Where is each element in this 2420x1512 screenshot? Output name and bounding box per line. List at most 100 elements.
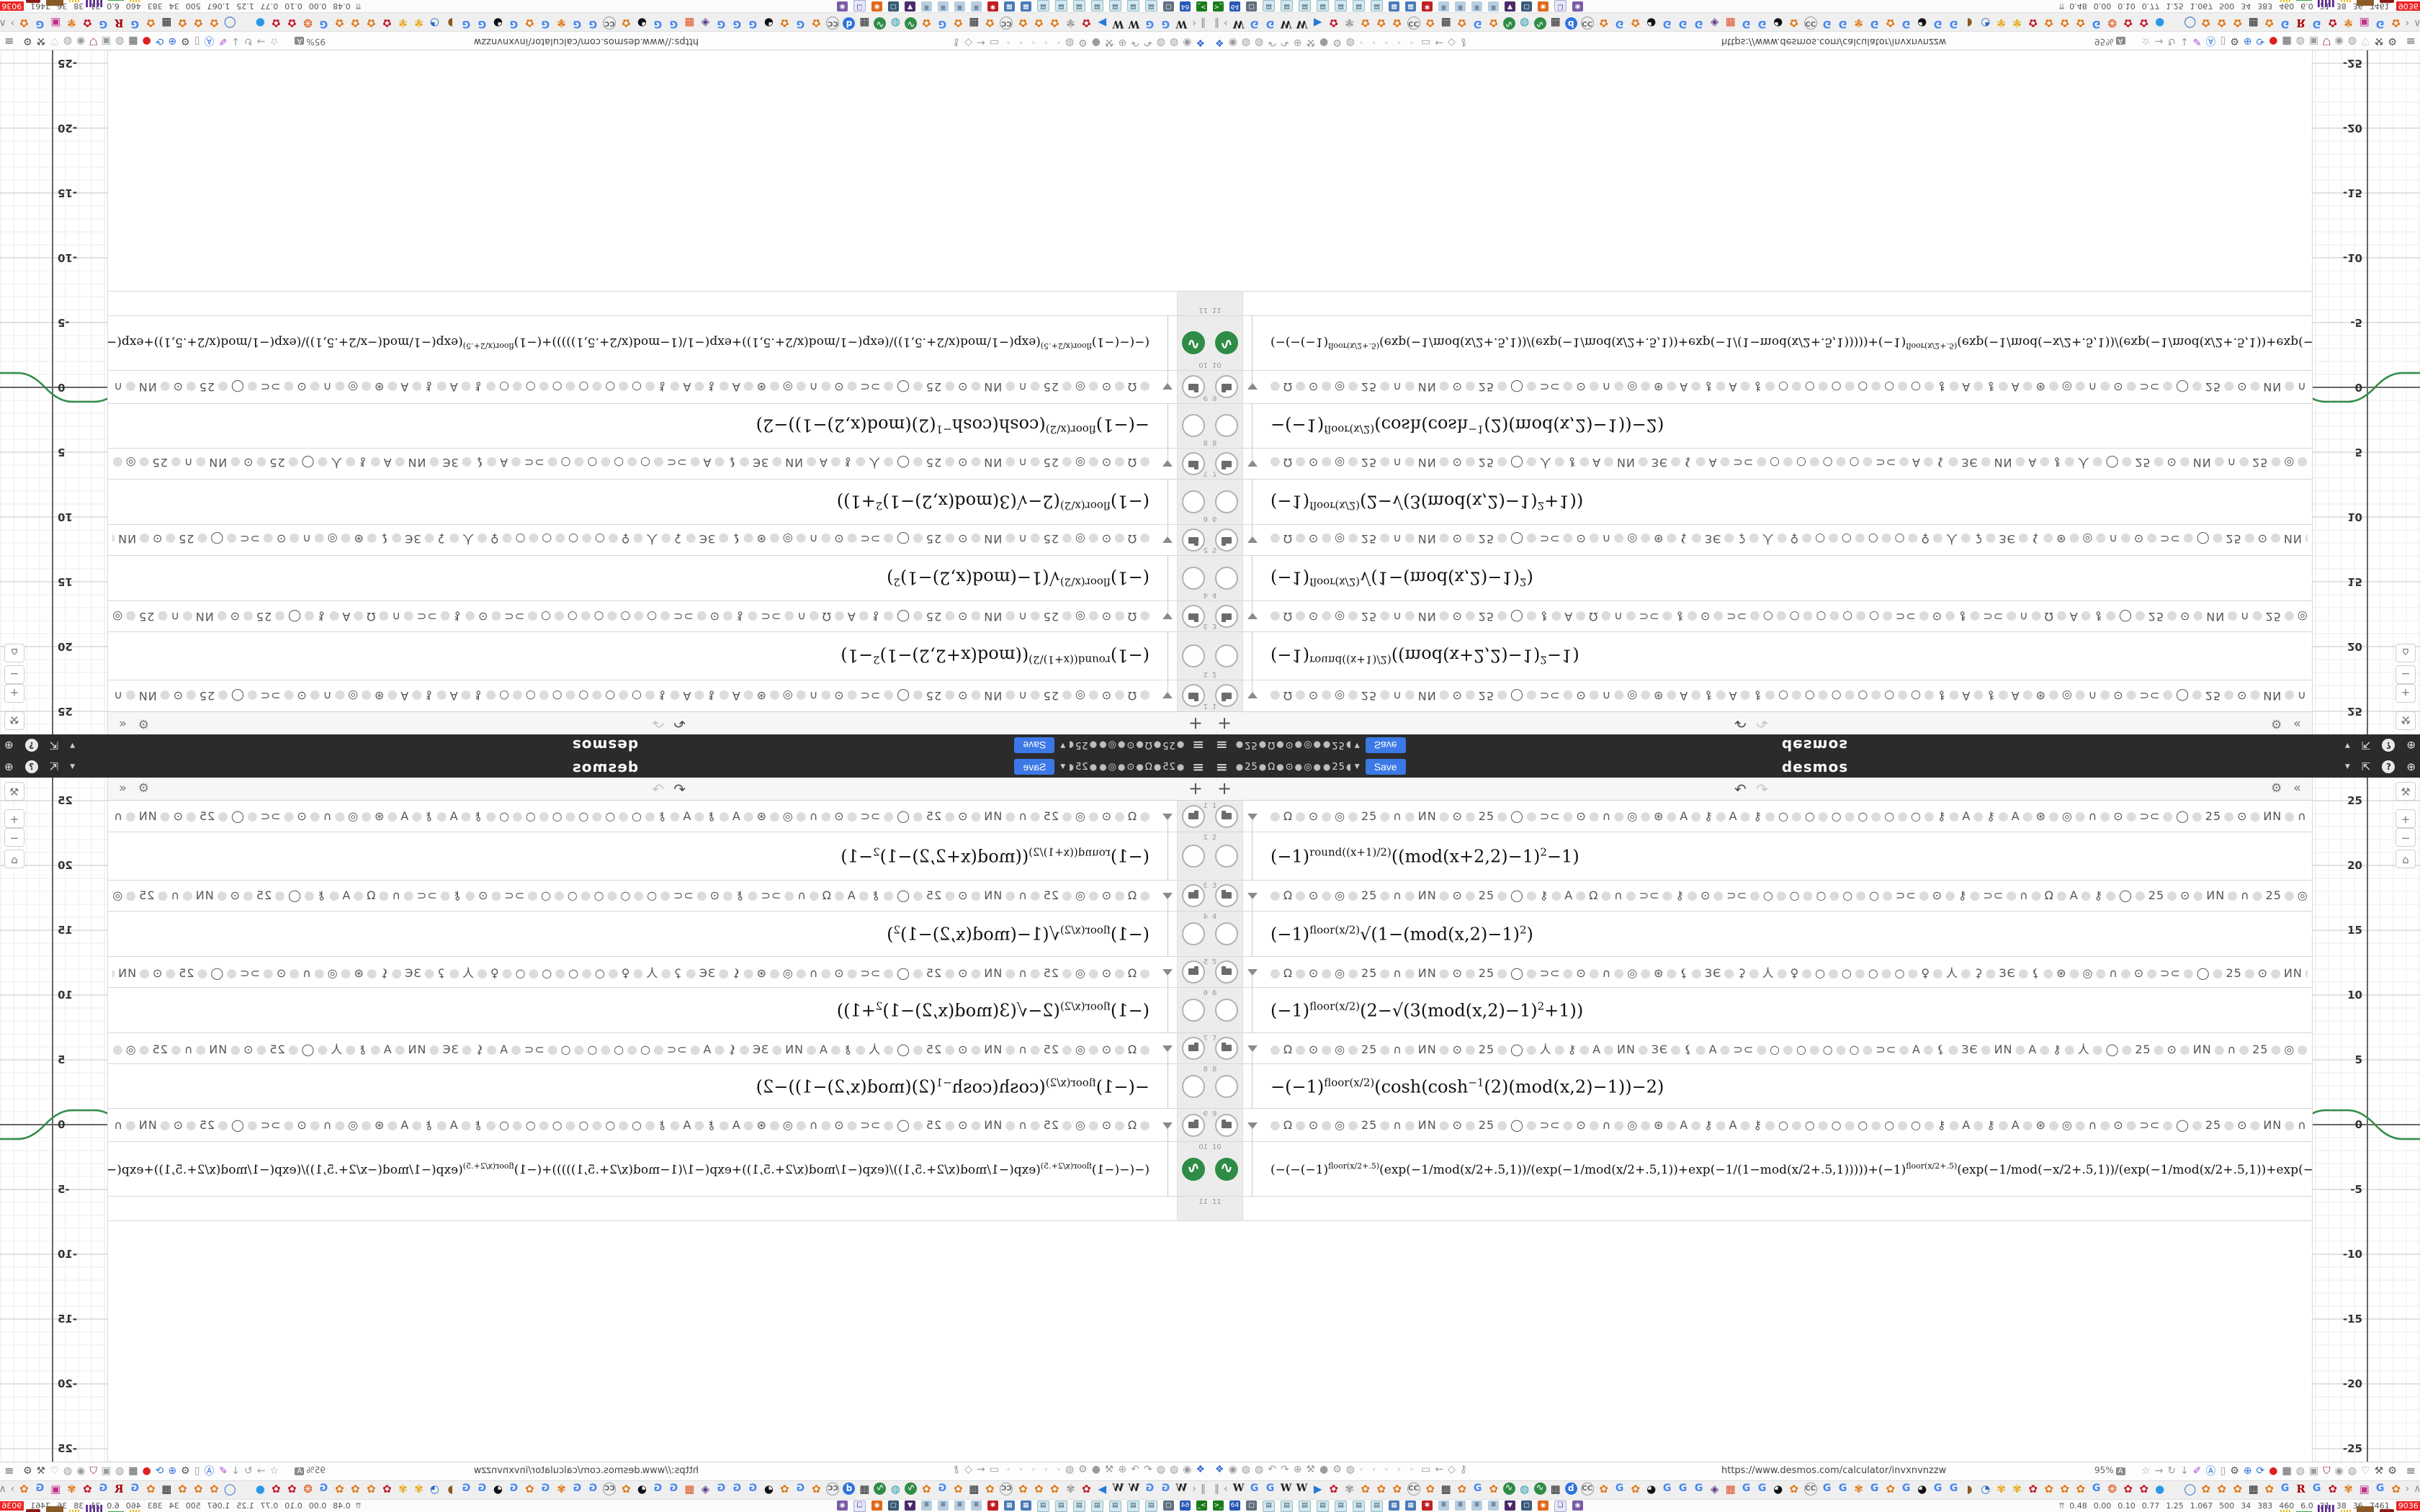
bookmark-favicon-fo[interactable]: ✿ — [1392, 17, 1402, 30]
bookmark-favicon-fo[interactable]: ✿ — [525, 17, 534, 30]
expression-row[interactable]: 8 −(−1)floor(x/2)(cosh(cosh−1(2)(mod(x,2)… — [1210, 403, 2312, 448]
dots-icon[interactable]: ∘ ∘ ∘ ∘ ∘ — [1003, 1465, 1062, 1474]
bookmark-favicon-ig[interactable]: ▣ — [50, 17, 61, 30]
edit-list-gear-icon[interactable]: ⚙ — [138, 716, 149, 731]
plus-icon[interactable]: ⊕ — [1293, 37, 1302, 48]
folder-expand-arrow-icon[interactable] — [1247, 893, 1258, 899]
bookmarks-overflow-icon[interactable]: › — [10, 1483, 15, 1495]
share-icon[interactable]: ⇱ — [49, 739, 59, 752]
bookmark-favicon-g[interactable]: G — [1662, 1482, 1672, 1494]
taskbar-app-owl-icon[interactable]: ◉ — [1572, 1, 1583, 12]
bookmark-favicon-g[interactable]: G — [1473, 1482, 1482, 1494]
bookmark-favicon-wv[interactable]: ∿ — [1533, 1482, 1546, 1495]
bookmark-favicon-g[interactable]: G — [653, 1482, 663, 1494]
taskbar-app-ffx-icon[interactable]: ◉ — [871, 1500, 882, 1511]
taskbar-app-mon-icon[interactable]: ▢ — [1246, 1500, 1257, 1511]
bookmark-favicon-fo[interactable]: ✿ — [1376, 1482, 1386, 1495]
bookmark-favicon-sy[interactable]: ✾ — [2012, 17, 2022, 30]
tools-icon[interactable]: ⚒ — [36, 35, 46, 47]
graph-settings-wrench-button[interactable]: ⚒ — [4, 711, 24, 730]
globec-icon[interactable]: ◍ — [2295, 1465, 2305, 1477]
back-icon[interactable]: ← — [1435, 37, 1443, 48]
expression-row[interactable]: 4 (−1)floor(x/2)√(1−(mod(x,2)−1)2) — [108, 555, 1210, 600]
wrench-icon[interactable]: ⚒ — [1306, 37, 1315, 48]
bookmark-favicon-tr[interactable]: ▦ — [161, 1482, 172, 1495]
save-button[interactable]: Save — [1014, 737, 1055, 753]
bookmark-favicon-fo[interactable]: ✿ — [1631, 17, 1640, 30]
hidden-curve-toggle-icon[interactable] — [1182, 644, 1205, 667]
bookmark-favicon-so[interactable]: ✾ — [2344, 17, 2353, 30]
bookmark-favicon-ig[interactable]: ▣ — [50, 1482, 61, 1495]
bookmark-favicon-fo[interactable]: ✿ — [210, 1482, 219, 1495]
shield-icon[interactable]: ◇ — [1447, 37, 1456, 48]
user-icon[interactable]: ◉ — [1228, 1464, 1237, 1475]
graph-title[interactable]: ●25●Ω●⊙●◎●●25●∩●… — [1235, 761, 1350, 773]
user-icon[interactable]: ◉ — [1183, 37, 1192, 48]
page-zoom-indicator[interactable]: 95%A — [295, 37, 326, 47]
globe-icon[interactable]: ◍ — [1170, 37, 1179, 48]
frame-icon[interactable]: ▣ — [2308, 35, 2319, 47]
bookmark-favicon-fo[interactable]: ✿ — [367, 17, 376, 30]
bookmark-favicon-sw[interactable]: ◔ — [1981, 17, 1991, 30]
bookmark-favicon-g[interactable]: G — [1822, 18, 1832, 30]
bookmark-favicon-tr[interactable]: ▦ — [1440, 1482, 1451, 1495]
taskbar-app-calc-icon[interactable]: ▦ — [1021, 1, 1031, 12]
bookmark-favicon-fr[interactable]: ✿ — [2028, 1482, 2038, 1495]
taskbar-app-note-icon[interactable]: ▤ — [1281, 1500, 1293, 1512]
bookmark-favicon-ck[interactable]: ◕ — [493, 17, 503, 30]
translate-icon[interactable]: Ⓐ — [2205, 35, 2216, 46]
taskbar-app-mon2-icon[interactable]: ▢ — [1521, 1500, 1532, 1511]
browser-menu-icon[interactable]: ≡ — [2406, 1464, 2416, 1477]
bookmark-favicon-g[interactable]: G — [509, 1482, 519, 1494]
expression-row[interactable]: 4 (−1)floor(x/2)√(1−(mod(x,2)−1)2) — [1210, 912, 2312, 957]
bookmark-favicon-fo[interactable]: ✿ — [2264, 17, 2274, 30]
tools-icon[interactable]: ⚒ — [36, 1465, 46, 1477]
bookmark-favicon-fo[interactable]: ✿ — [335, 1482, 344, 1495]
bookmark-favicon-ob[interactable]: ◯ — [2184, 17, 2196, 30]
browser-menu-icon[interactable]: ≡ — [2406, 35, 2416, 48]
bookmark-favicon-so[interactable]: ✾ — [557, 1482, 566, 1495]
bookmark-favicon-wv[interactable]: ∿ — [874, 1482, 887, 1495]
lock-icon[interactable]: ⚷ — [1459, 1464, 1468, 1475]
zoom-out-button[interactable]: − — [4, 665, 24, 684]
bookmark-favicon-fo[interactable]: ✿ — [1457, 17, 1466, 30]
fwd-icon[interactable]: → — [2154, 35, 2164, 47]
hidden-curve-toggle-icon[interactable] — [1215, 845, 1238, 868]
recred-icon[interactable]: ● — [2269, 35, 2278, 47]
plus-icon[interactable]: ⊕ — [1118, 1464, 1127, 1475]
bookmark-favicon-fo[interactable]: ✿ — [2233, 1482, 2242, 1495]
hidden-curve-toggle-icon[interactable] — [1215, 490, 1238, 513]
bookmarks-overflow-icon[interactable]: › — [2405, 17, 2410, 29]
bookmark-favicon-fo[interactable]: ✿ — [1034, 1482, 1044, 1495]
pin-icon[interactable]: ❖ — [1215, 37, 1224, 48]
bookmark-favicon-fo[interactable]: ✿ — [1599, 1482, 1608, 1495]
taskbar-app-calc-icon[interactable]: ▦ — [1389, 1, 1399, 12]
help-icon[interactable]: ? — [2382, 760, 2396, 773]
page-zoom-indicator[interactable]: 95%A — [295, 1465, 326, 1475]
bookmark-favicon-tw[interactable]: ◈ — [1710, 17, 1719, 30]
dots-icon[interactable]: ∘ ∘ ∘ ∘ ∘ — [1003, 38, 1062, 47]
taskbar-app-note-icon[interactable]: ▤ — [1317, 1500, 1329, 1512]
bookmarks-scroll-left-icon[interactable]: ‹ — [1224, 1483, 1228, 1495]
taskbar-app-note-icon[interactable]: ▤ — [1127, 0, 1139, 12]
taskbar-app-note-icon[interactable]: ▤ — [1317, 0, 1329, 12]
shield-icon[interactable]: ◇ — [1447, 1464, 1456, 1475]
eye-icon[interactable]: ◉ — [2334, 1465, 2344, 1477]
expression-row[interactable]: 4 (−1)floor(x/2)√(1−(mod(x,2)−1)2) — [108, 912, 1210, 957]
bookmark-favicon-ob[interactable]: ◯ — [2184, 1482, 2196, 1495]
taskbar-app-gearR-icon[interactable]: ✱ — [987, 1500, 998, 1511]
ffx-icon[interactable]: ● — [1319, 1464, 1329, 1475]
collapse-panel-icon[interactable]: « — [118, 716, 127, 732]
bookmark-favicon-g[interactable]: G — [1949, 18, 1958, 30]
bookmark-favicon-g[interactable]: G — [1838, 1482, 1847, 1494]
bookmark-favicon-cc[interactable]: CC — [603, 1482, 617, 1495]
bookmark-favicon-g[interactable]: G — [99, 1482, 108, 1494]
graph-title[interactable]: ●25●Ω●⊙●◎●●25●∩●… — [1235, 739, 1350, 751]
bookmark-favicon-sw[interactable]: ◔ — [429, 1482, 439, 1495]
taskbar-app-calc-icon[interactable]: ▦ — [1021, 1500, 1031, 1511]
expression-row[interactable]: 6 (−1)floor(x/2)(2−√(3(mod(x,2)−1)2+1)) — [1210, 988, 2312, 1033]
bookmark-favicon-ck[interactable]: ◕ — [763, 1482, 774, 1495]
bookmark-favicon-lf[interactable]: ◗ — [447, 1482, 454, 1495]
bookmark-favicon-w[interactable]: W — [1296, 1482, 1308, 1494]
bookmark-favicon-tr[interactable]: ▦ — [1440, 17, 1451, 30]
